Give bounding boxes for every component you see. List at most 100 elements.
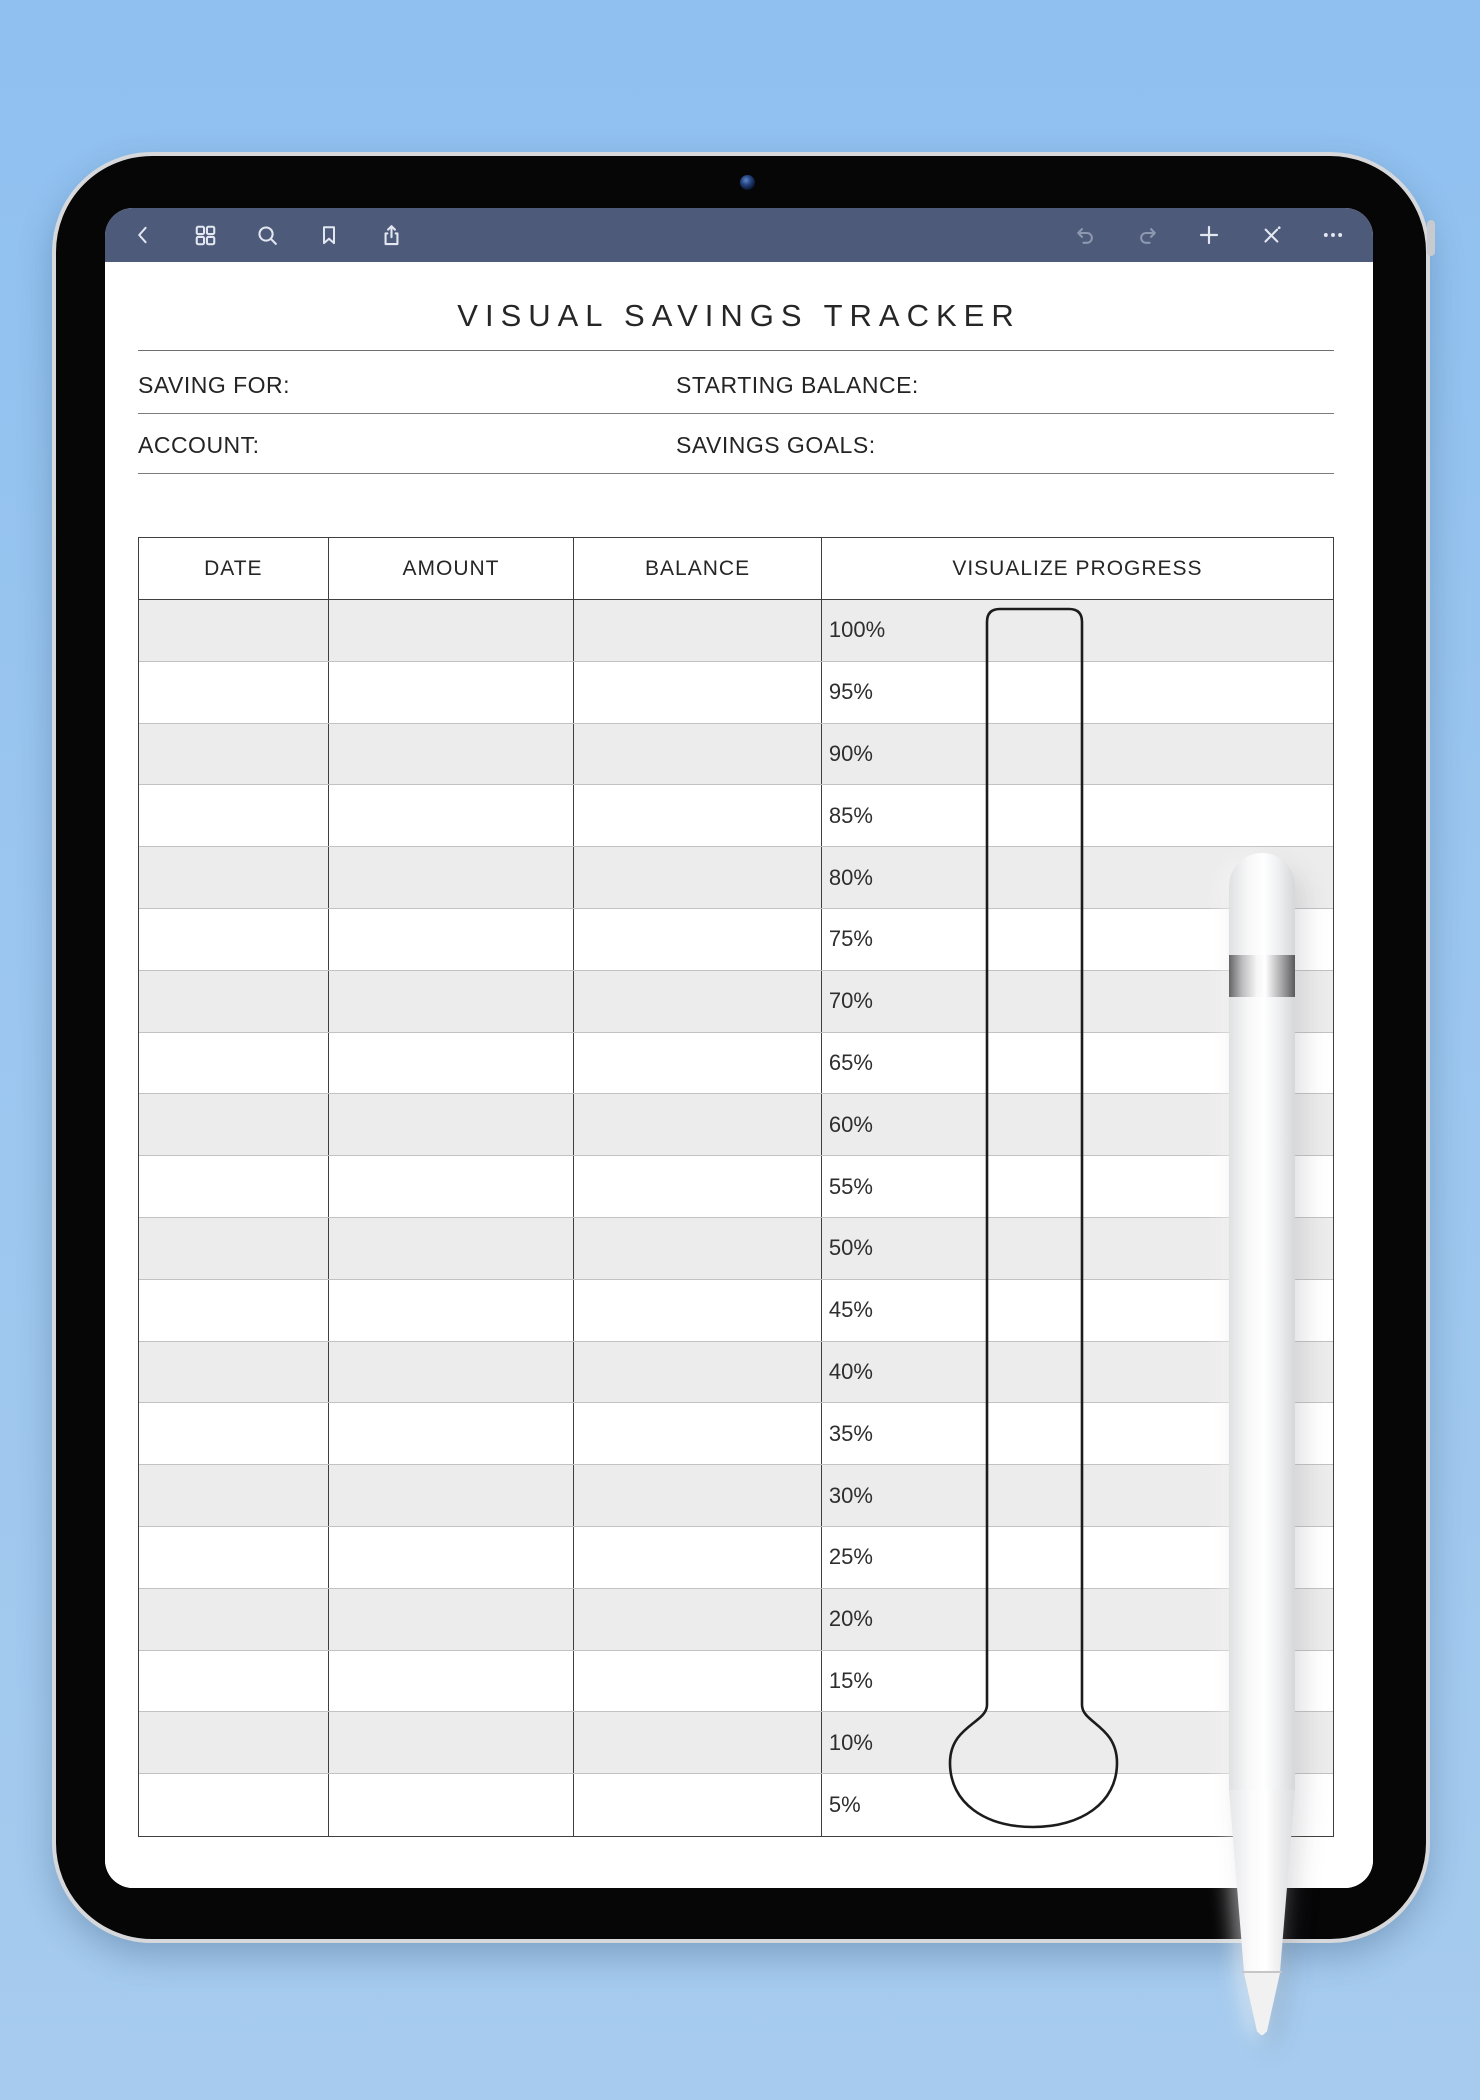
amount-cell[interactable] (327, 1526, 574, 1588)
table-row: 95% (139, 661, 1333, 724)
amount-cell[interactable] (327, 1156, 574, 1217)
amount-cell[interactable] (327, 1403, 574, 1465)
progress-cell: 45% (820, 1279, 1333, 1341)
table-row: 40% (139, 1341, 1333, 1404)
date-cell[interactable] (139, 971, 328, 1032)
table-row: 20% (139, 1588, 1333, 1651)
table-row: 10% (139, 1712, 1333, 1775)
percent-label: 5% (828, 1792, 861, 1818)
balance-cell[interactable] (573, 1279, 821, 1341)
balance-cell[interactable] (573, 1712, 821, 1774)
date-cell[interactable] (139, 1156, 328, 1217)
progress-cell: 80% (820, 847, 1333, 908)
date-cell[interactable] (139, 785, 328, 846)
app-toolbar (105, 208, 1373, 262)
field-line-1[interactable] (138, 413, 1334, 414)
date-cell[interactable] (139, 1094, 328, 1155)
amount-cell[interactable] (327, 785, 574, 847)
percent-label: 60% (828, 1111, 873, 1137)
bookmark-icon[interactable] (315, 221, 343, 249)
progress-cell: 50% (820, 1217, 1333, 1279)
column-header-balance: BALANCE (573, 538, 821, 599)
progress-cell: 15% (820, 1650, 1333, 1712)
amount-cell[interactable] (327, 723, 574, 785)
planner-page: VISUAL SAVINGS TRACKER SAVING FOR: START… (105, 262, 1373, 1888)
balance-cell[interactable] (573, 1526, 821, 1588)
amount-cell[interactable] (327, 1217, 574, 1279)
balance-cell[interactable] (573, 1650, 821, 1712)
amount-cell[interactable] (327, 970, 574, 1032)
back-chevron-icon[interactable] (129, 221, 157, 249)
balance-cell[interactable] (573, 1774, 821, 1836)
amount-cell[interactable] (327, 661, 574, 723)
amount-cell[interactable] (327, 908, 574, 970)
balance-cell[interactable] (573, 1403, 821, 1465)
date-cell[interactable] (139, 847, 328, 908)
date-cell[interactable] (139, 1712, 328, 1773)
balance-cell[interactable] (573, 723, 821, 785)
tablet-screen: VISUAL SAVINGS TRACKER SAVING FOR: START… (105, 208, 1373, 1888)
date-cell[interactable] (139, 1774, 328, 1836)
date-cell[interactable] (139, 600, 328, 661)
date-cell[interactable] (139, 1589, 328, 1650)
title-divider (138, 350, 1334, 351)
amount-cell[interactable] (327, 1774, 574, 1836)
amount-cell[interactable] (327, 1341, 574, 1403)
grid-pages-icon[interactable] (191, 221, 219, 249)
percent-label: 10% (828, 1729, 873, 1755)
percent-label: 30% (828, 1482, 873, 1508)
progress-cell: 40% (820, 1341, 1333, 1403)
amount-cell[interactable] (327, 1094, 574, 1156)
starting-balance-label: STARTING BALANCE: (676, 372, 919, 398)
date-cell[interactable] (139, 909, 328, 970)
date-cell[interactable] (139, 1403, 328, 1464)
amount-cell[interactable] (327, 1032, 574, 1094)
date-cell[interactable] (139, 724, 328, 785)
redo-icon[interactable] (1133, 221, 1161, 249)
balance-cell[interactable] (573, 1217, 821, 1279)
balance-cell[interactable] (573, 908, 821, 970)
date-cell[interactable] (139, 1342, 328, 1403)
balance-cell[interactable] (573, 970, 821, 1032)
balance-cell[interactable] (573, 661, 821, 723)
balance-cell[interactable] (573, 1156, 821, 1217)
date-cell[interactable] (139, 662, 328, 723)
amount-cell[interactable] (327, 1588, 574, 1650)
amount-cell[interactable] (327, 847, 574, 908)
pen-tool-close-icon[interactable] (1257, 221, 1285, 249)
amount-cell[interactable] (327, 1712, 574, 1774)
search-icon[interactable] (253, 221, 281, 249)
date-cell[interactable] (139, 1033, 328, 1094)
field-line-2[interactable] (138, 473, 1334, 474)
balance-cell[interactable] (573, 1341, 821, 1403)
balance-cell[interactable] (573, 847, 821, 908)
date-cell[interactable] (139, 1527, 328, 1588)
balance-cell[interactable] (573, 1032, 821, 1094)
balance-cell[interactable] (573, 1588, 821, 1650)
balance-cell[interactable] (573, 600, 821, 661)
share-icon[interactable] (377, 221, 405, 249)
progress-cell: 10% (820, 1712, 1333, 1774)
percent-label: 55% (828, 1173, 873, 1199)
front-camera-icon (740, 175, 755, 190)
date-cell[interactable] (139, 1280, 328, 1341)
column-header-visualize-progress: VISUALIZE PROGRESS (820, 538, 1333, 599)
add-page-icon[interactable] (1195, 221, 1223, 249)
amount-cell[interactable] (327, 1650, 574, 1712)
pencil-metal-ring (1229, 955, 1295, 997)
amount-cell[interactable] (327, 600, 574, 661)
date-cell[interactable] (139, 1465, 328, 1526)
amount-cell[interactable] (327, 1279, 574, 1341)
table-row: 35% (139, 1403, 1333, 1466)
balance-cell[interactable] (573, 785, 821, 847)
more-options-icon[interactable] (1319, 221, 1347, 249)
balance-cell[interactable] (573, 1465, 821, 1526)
savings-table: DATE AMOUNT BALANCE VISUALIZE PROGRESS 1… (138, 537, 1334, 1837)
balance-cell[interactable] (573, 1094, 821, 1156)
date-cell[interactable] (139, 1651, 328, 1712)
date-cell[interactable] (139, 1218, 328, 1279)
pencil-taper (1229, 1790, 1295, 1972)
undo-icon[interactable] (1071, 221, 1099, 249)
amount-cell[interactable] (327, 1465, 574, 1526)
progress-cell: 60% (820, 1094, 1333, 1156)
